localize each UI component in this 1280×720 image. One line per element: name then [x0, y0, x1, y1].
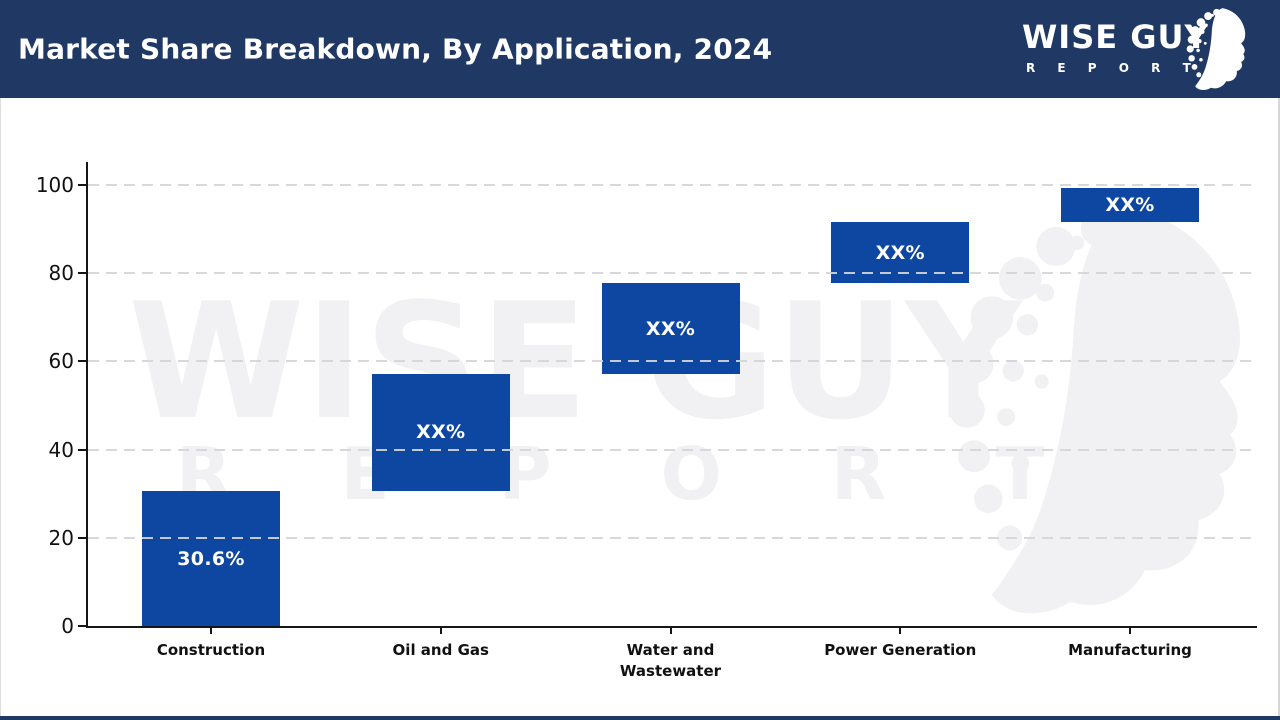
x-tick-mark — [210, 626, 212, 634]
page-right-edge — [1278, 98, 1280, 720]
y-tick-label: 40 — [48, 437, 74, 462]
x-tick-mark — [899, 626, 902, 634]
x-category-label: Construction — [156, 641, 266, 659]
header-bar: Market Share Breakdown, By Application, … — [0, 0, 1280, 98]
x-category-label: Manufacturing — [1068, 641, 1192, 659]
x-tick-mark — [1129, 626, 1131, 634]
gridline-100 — [88, 184, 1255, 186]
bar-value-label: XX% — [645, 317, 696, 340]
bar-value-label: XX% — [875, 241, 925, 264]
bar-value-label: 30.6% — [177, 547, 245, 570]
x-category-label: Oil and Gas — [392, 641, 489, 659]
bar-value-label: XX% — [416, 421, 466, 444]
x-tick-mark — [669, 626, 672, 634]
axis-y-spine — [86, 162, 88, 628]
gridline-80 — [88, 272, 1255, 275]
footer-strip — [0, 716, 1280, 720]
gridline-40 — [88, 448, 1255, 451]
logo-wordmark: WISE GUY — [1022, 18, 1209, 56]
y-tick-label: 60 — [48, 349, 74, 374]
x-category-label: Power Generation — [824, 641, 977, 659]
bar-construction: 30.6% — [142, 491, 280, 626]
y-tick-mark — [78, 625, 86, 627]
x-tick-mark — [439, 626, 442, 634]
page-title: Market Share Breakdown, By Application, … — [18, 32, 773, 66]
y-tick-label: 80 — [48, 261, 74, 286]
y-tick-label: 100 — [35, 173, 74, 197]
waterfall-chart: 30.6% XX% XX% XX% XX% 0 20 40 60 80 100 Constructio… — [0, 98, 1280, 716]
y-tick-mark — [78, 536, 86, 539]
gridline-60 — [88, 360, 1255, 363]
y-tick-label: 0 — [61, 614, 74, 638]
bar-manufacturing: XX% — [1061, 187, 1199, 223]
bar-power-generation: XX% — [831, 222, 970, 284]
y-tick-mark — [78, 360, 86, 363]
y-tick-label: 20 — [48, 525, 74, 550]
logo-subtitle: R E P O R T S — [1026, 61, 1231, 75]
x-category-label: Water and Wastewater — [619, 641, 722, 680]
bar-value-label: XX% — [1105, 194, 1155, 217]
axis-x-spine — [86, 626, 1257, 628]
bar-water-and-wastewater: XX% — [601, 283, 740, 374]
y-tick-mark — [78, 448, 86, 451]
wise-guy-reports-logo: WISE GUY R E P O R T S — [1010, 4, 1266, 94]
bar-oil-and-gas: XX% — [371, 373, 510, 492]
y-tick-mark — [78, 184, 86, 186]
logo-dotted-head-icon — [1186, 8, 1246, 90]
page-left-edge — [0, 98, 1, 720]
y-tick-mark — [78, 272, 86, 275]
gridline-20 — [88, 536, 1255, 539]
